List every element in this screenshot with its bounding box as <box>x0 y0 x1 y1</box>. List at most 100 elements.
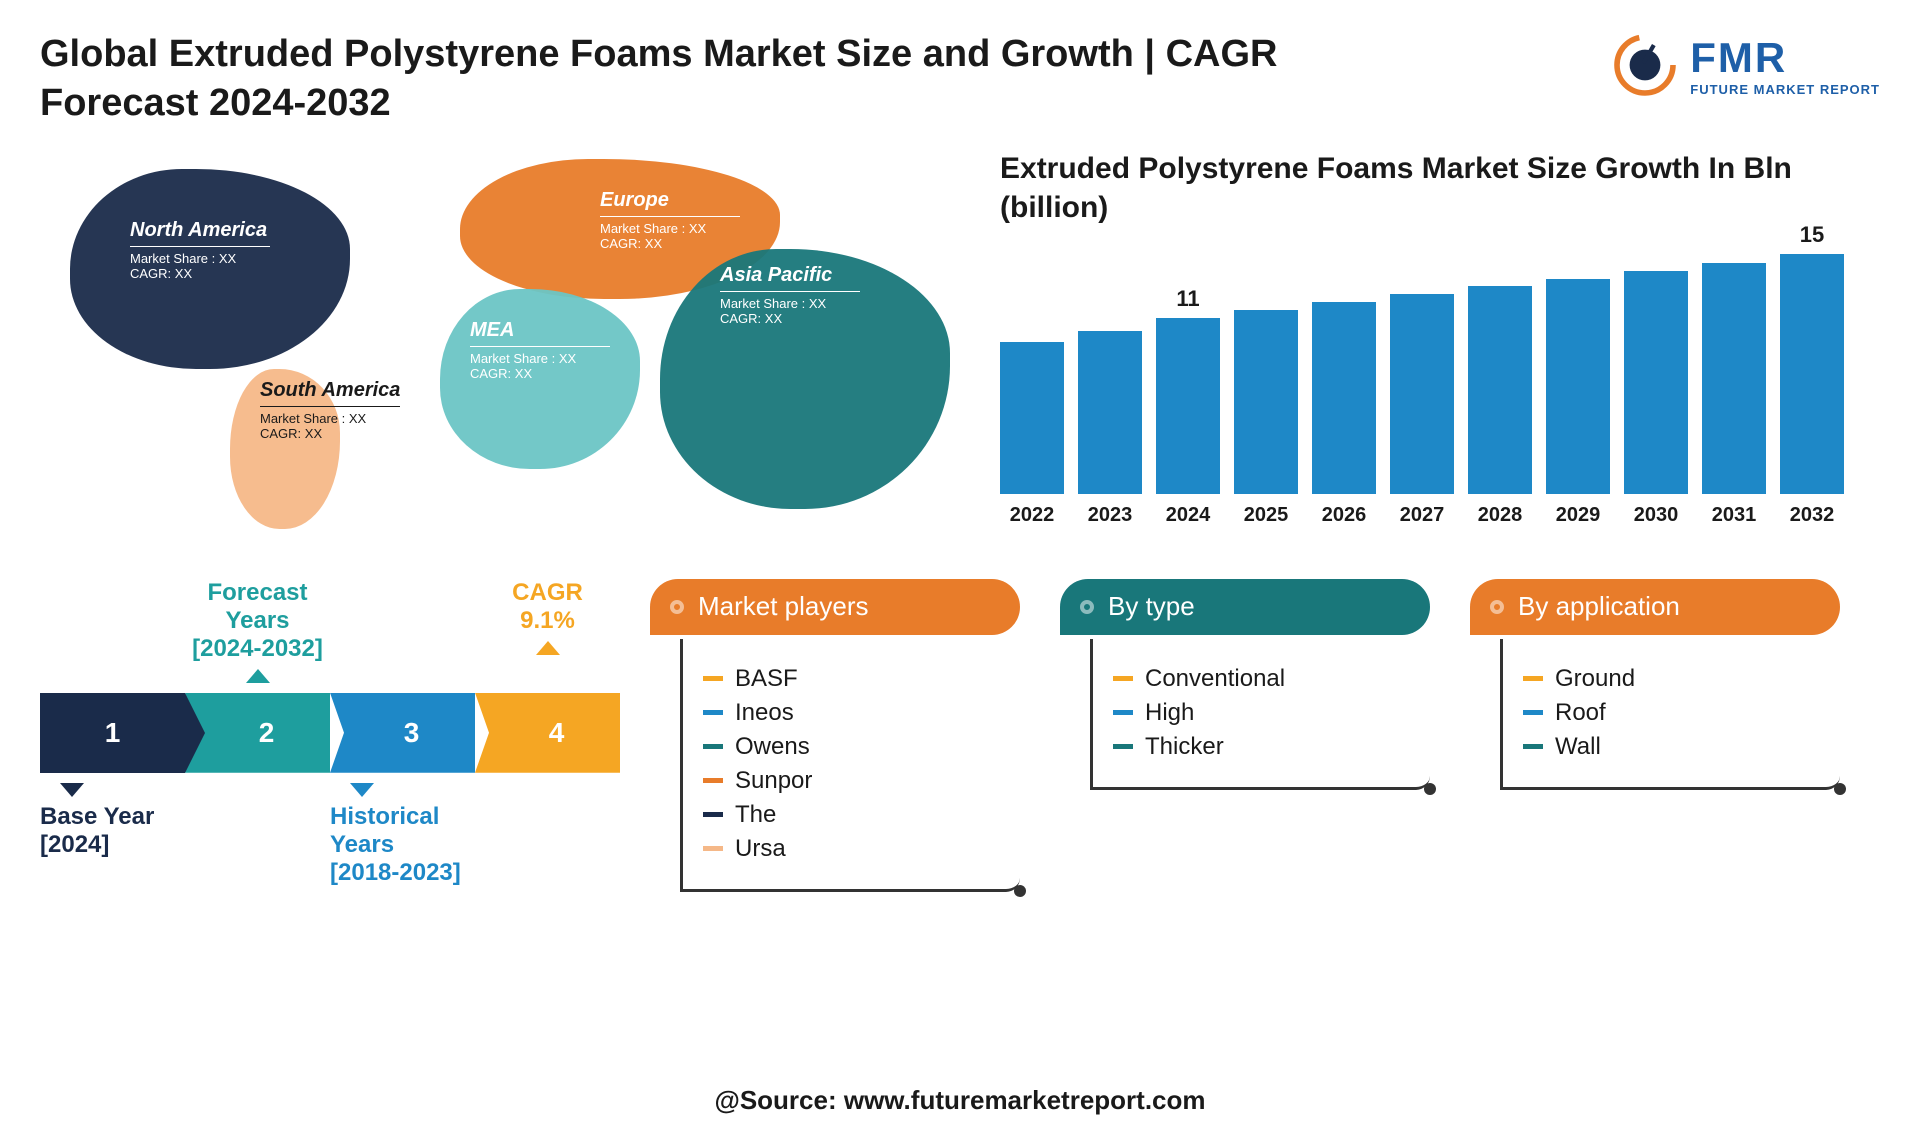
category-box: Market players BASF Ineos Owens Sunpor The Urs… <box>650 579 1020 892</box>
timeline-bottom-label: Base Year[2024] <box>40 783 185 887</box>
category-header: Market players <box>650 579 1020 635</box>
category-body: Ground Roof Wall <box>1500 639 1840 790</box>
category-item-label: Ursa <box>735 835 786 863</box>
category-item: Roof <box>1523 699 1830 727</box>
logo-icon <box>1610 30 1680 100</box>
bar-rect <box>1546 279 1610 493</box>
category-item: Owens <box>703 733 1010 761</box>
timeline-top-label: Forecast Years[2024-2032] <box>185 579 330 683</box>
category-item-label: The <box>735 801 776 829</box>
bar-rect <box>1468 286 1532 494</box>
category-item-label: Owens <box>735 733 810 761</box>
bar-year: 2029 <box>1556 504 1601 527</box>
bar: 2031 <box>1702 231 1766 526</box>
bar-rect <box>1312 302 1376 494</box>
dash-icon <box>703 778 723 783</box>
category-item-label: BASF <box>735 665 798 693</box>
bar: 2025 <box>1234 278 1298 527</box>
bar: 2028 <box>1468 254 1532 527</box>
timeline-segment: 3 <box>330 693 475 773</box>
dash-icon <box>703 710 723 715</box>
category-item: Sunpor <box>703 767 1010 795</box>
dash-icon <box>1113 676 1133 681</box>
dash-icon <box>1523 710 1543 715</box>
bar-year: 2030 <box>1634 504 1679 527</box>
dash-icon <box>1113 710 1133 715</box>
bar-rect <box>1390 294 1454 494</box>
region-label: MEAMarket Share : XXCAGR: XX <box>470 319 610 381</box>
dot-icon <box>670 600 684 614</box>
timeline-segment: 2 <box>185 693 330 773</box>
category-item-label: Roof <box>1555 699 1606 727</box>
dash-icon <box>703 676 723 681</box>
category-title: By type <box>1108 591 1195 622</box>
bar-rect <box>1078 331 1142 494</box>
category-item-label: Thicker <box>1145 733 1224 761</box>
bar-year: 2023 <box>1088 504 1133 527</box>
category-item-label: Ineos <box>735 699 794 727</box>
category-item: Wall <box>1523 733 1830 761</box>
category-title: By application <box>1518 591 1680 622</box>
dash-icon <box>1523 676 1543 681</box>
region-label: South AmericaMarket Share : XXCAGR: XX <box>260 379 400 441</box>
category-header: By application <box>1470 579 1840 635</box>
bar: 2030 <box>1624 239 1688 526</box>
source-attribution: @Source: www.futuremarketreport.com <box>714 1085 1205 1116</box>
dash-icon <box>703 812 723 817</box>
category-item: Ursa <box>703 835 1010 863</box>
timeline-bottom-label: Historical Years[2018-2023] <box>330 783 475 887</box>
region-label: Asia PacificMarket Share : XXCAGR: XX <box>720 264 860 326</box>
dot-icon <box>1490 600 1504 614</box>
bar: 2029 <box>1546 247 1610 526</box>
chart-bars: 2022202311202420252026202720282029203020… <box>1000 247 1880 527</box>
timeline-segment: 1 <box>40 693 185 773</box>
bar: 2026 <box>1312 270 1376 527</box>
region-label: EuropeMarket Share : XXCAGR: XX <box>600 189 740 251</box>
category-item-label: Conventional <box>1145 665 1285 693</box>
category-item-label: High <box>1145 699 1194 727</box>
category-item: BASF <box>703 665 1010 693</box>
category-item: High <box>1113 699 1420 727</box>
category-item: Conventional <box>1113 665 1420 693</box>
dash-icon <box>1523 744 1543 749</box>
category-item-label: Ground <box>1555 665 1635 693</box>
timeline-top-label <box>40 579 185 683</box>
bar: 15 2032 <box>1780 222 1844 527</box>
bar-value: 15 <box>1800 222 1824 248</box>
category-header: By type <box>1060 579 1430 635</box>
bar: 2023 <box>1078 299 1142 527</box>
bar-value: 11 <box>1176 286 1199 312</box>
bar-year: 2028 <box>1478 504 1523 527</box>
bar: 2027 <box>1390 262 1454 527</box>
region-label: North AmericaMarket Share : XXCAGR: XX <box>130 219 270 281</box>
category-title: Market players <box>698 591 869 622</box>
bar-year: 2027 <box>1400 504 1445 527</box>
logo: FMR FUTURE MARKET REPORT <box>1610 30 1880 100</box>
timeline-top-label <box>330 579 475 683</box>
timeline-bottom-label <box>475 783 620 887</box>
category-item: Ground <box>1523 665 1830 693</box>
category-item-label: Wall <box>1555 733 1601 761</box>
category-item: Thicker <box>1113 733 1420 761</box>
bar-rect <box>1624 271 1688 493</box>
dash-icon <box>1113 744 1133 749</box>
logo-fmr-text: FMR <box>1690 34 1880 82</box>
logo-sub-text: FUTURE MARKET REPORT <box>1690 82 1880 97</box>
timeline-bottom-label <box>185 783 330 887</box>
bar-rect <box>1234 310 1298 494</box>
category-item: The <box>703 801 1010 829</box>
category-item: Ineos <box>703 699 1010 727</box>
bar-chart: Extruded Polystyrene Foams Market Size G… <box>1000 149 1880 529</box>
bar-rect <box>1702 263 1766 493</box>
category-body: Conventional High Thicker <box>1090 639 1430 790</box>
bar-year: 2025 <box>1244 504 1289 527</box>
bar-year: 2031 <box>1712 504 1757 527</box>
category-body: BASF Ineos Owens Sunpor The Ursa <box>680 639 1020 892</box>
dash-icon <box>703 744 723 749</box>
chart-title: Extruded Polystyrene Foams Market Size G… <box>1000 149 1880 227</box>
bar: 112024 <box>1156 286 1220 527</box>
timeline: Forecast Years[2024-2032]CAGR9.1% 1234 B… <box>40 579 620 887</box>
bar-year: 2032 <box>1790 504 1835 527</box>
bar-rect <box>1780 254 1844 494</box>
bar-year: 2026 <box>1322 504 1367 527</box>
